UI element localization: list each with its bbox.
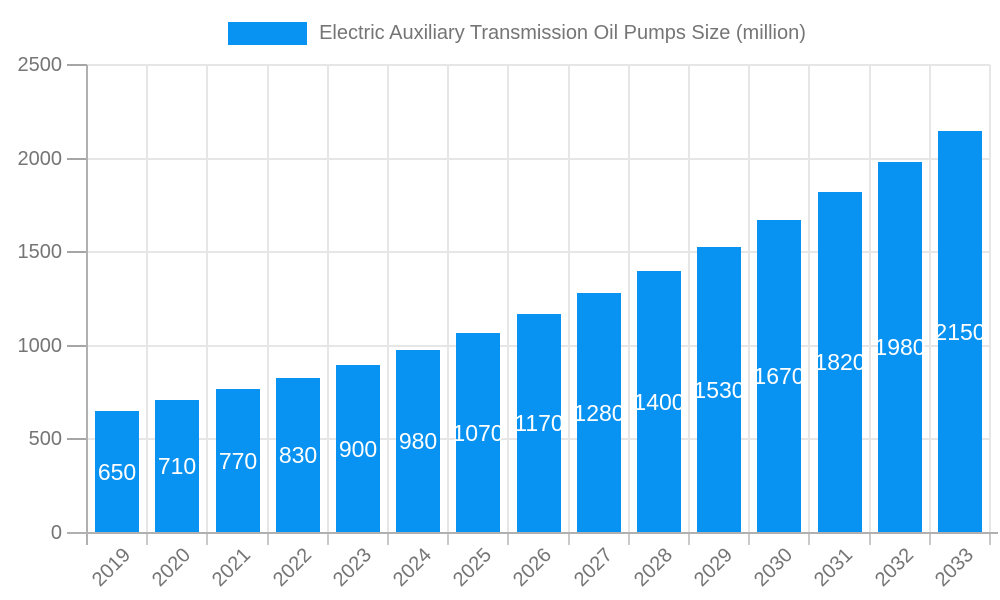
x-tick-label: 2019 <box>87 544 135 592</box>
x-tick-label: 2025 <box>448 544 496 592</box>
y-tick <box>67 64 87 66</box>
bar-value-label: 1820 <box>814 349 866 375</box>
x-tick-label: 2020 <box>147 544 195 592</box>
y-tick <box>67 438 87 440</box>
x-tick <box>688 533 690 545</box>
x-tick-label: 2026 <box>508 544 556 592</box>
x-grid-line <box>206 65 208 533</box>
y-tick-label: 2000 <box>17 148 63 170</box>
bar-2032[interactable]: 1980 <box>874 162 926 533</box>
y-tick-label: 1000 <box>17 335 63 357</box>
y-grid-line <box>87 158 990 160</box>
bar-2023[interactable]: 900 <box>336 365 380 533</box>
x-grid-line <box>808 65 810 533</box>
y-tick <box>67 251 87 253</box>
x-tick <box>808 533 810 545</box>
x-tick-label: 2033 <box>930 544 978 592</box>
bar-value-label: 2150 <box>934 318 986 345</box>
x-grid-line <box>929 65 931 533</box>
x-grid-line <box>869 65 871 533</box>
x-grid-line <box>146 65 148 533</box>
bar-2025[interactable]: 1070 <box>452 333 504 533</box>
bar-value-label: 900 <box>338 435 378 462</box>
y-grid-line <box>87 251 990 253</box>
bar-value-label: 1980 <box>874 334 926 360</box>
x-axis-line <box>67 532 998 534</box>
x-tick-label: 2032 <box>870 544 918 592</box>
x-tick-label: 2031 <box>809 544 857 592</box>
x-tick-label: 2023 <box>328 544 376 592</box>
x-grid-line <box>507 65 509 533</box>
y-tick <box>67 158 87 160</box>
bar-value-label: 710 <box>157 453 197 479</box>
bar-value-label: 1670 <box>753 363 805 389</box>
bar-2024[interactable]: 980 <box>396 350 440 533</box>
y-tick-label: 0 <box>50 522 62 544</box>
bar-value-label: 650 <box>97 458 137 485</box>
y-tick-label: 1500 <box>17 241 63 263</box>
bar-value-label: 770 <box>218 447 258 474</box>
x-grid-line <box>989 65 991 533</box>
bar-2030[interactable]: 1670 <box>753 220 805 533</box>
bar-value-label: 1530 <box>693 376 745 403</box>
x-tick <box>447 533 449 545</box>
bar-value-label: 980 <box>398 428 438 454</box>
bar-2021[interactable]: 770 <box>216 389 260 533</box>
bar-2033[interactable]: 2150 <box>934 131 986 533</box>
x-tick-label: 2021 <box>207 544 255 592</box>
x-tick <box>989 533 991 545</box>
bar-2031[interactable]: 1820 <box>814 192 866 533</box>
bar-value-label: 1070 <box>452 419 504 446</box>
bar-2022[interactable]: 830 <box>276 378 320 533</box>
bar-2029[interactable]: 1530 <box>693 247 745 533</box>
x-grid-line <box>748 65 750 533</box>
x-tick <box>869 533 871 545</box>
x-grid-line <box>387 65 389 533</box>
x-tick <box>568 533 570 545</box>
x-tick <box>206 533 208 545</box>
bar-2027[interactable]: 1280 <box>573 293 625 533</box>
legend-swatch <box>228 21 308 45</box>
x-grid-line <box>628 65 630 533</box>
x-grid-line <box>447 65 449 533</box>
x-tick <box>327 533 329 545</box>
x-grid-line <box>688 65 690 533</box>
x-grid-line <box>327 65 329 533</box>
x-grid-line <box>568 65 570 533</box>
x-tick-label: 2027 <box>569 544 617 592</box>
y-grid-line <box>87 64 990 66</box>
y-tick-label: 500 <box>28 428 62 450</box>
y-tick <box>67 345 87 347</box>
x-tick <box>628 533 630 545</box>
x-tick-label: 2028 <box>629 544 677 592</box>
x-tick-label: 2024 <box>388 544 436 592</box>
x-tick <box>146 533 148 545</box>
bar-value-label: 1400 <box>633 388 685 415</box>
x-tick-label: 2022 <box>268 544 316 592</box>
legend-label: Electric Auxiliary Transmission Oil Pump… <box>319 21 806 44</box>
bar-value-label: 830 <box>278 442 318 468</box>
y-axis-line <box>86 65 88 545</box>
x-tick <box>929 533 931 545</box>
x-tick <box>387 533 389 545</box>
bar-value-label: 1280 <box>573 399 625 426</box>
bar-2020[interactable]: 710 <box>155 400 199 533</box>
bar-value-label: 1170 <box>514 410 564 436</box>
y-tick-label: 2500 <box>17 54 63 76</box>
x-tick-label: 2029 <box>689 544 737 592</box>
chart-legend[interactable]: Electric Auxiliary Transmission Oil Pump… <box>0 20 1000 46</box>
x-tick-label: 2030 <box>749 544 797 592</box>
x-tick <box>507 533 509 545</box>
x-grid-line <box>267 65 269 533</box>
bar-2026[interactable]: 1170 <box>514 314 564 533</box>
x-tick <box>748 533 750 545</box>
bar-2019[interactable]: 650 <box>95 411 139 533</box>
x-tick <box>267 533 269 545</box>
bar-2028[interactable]: 1400 <box>633 271 685 533</box>
